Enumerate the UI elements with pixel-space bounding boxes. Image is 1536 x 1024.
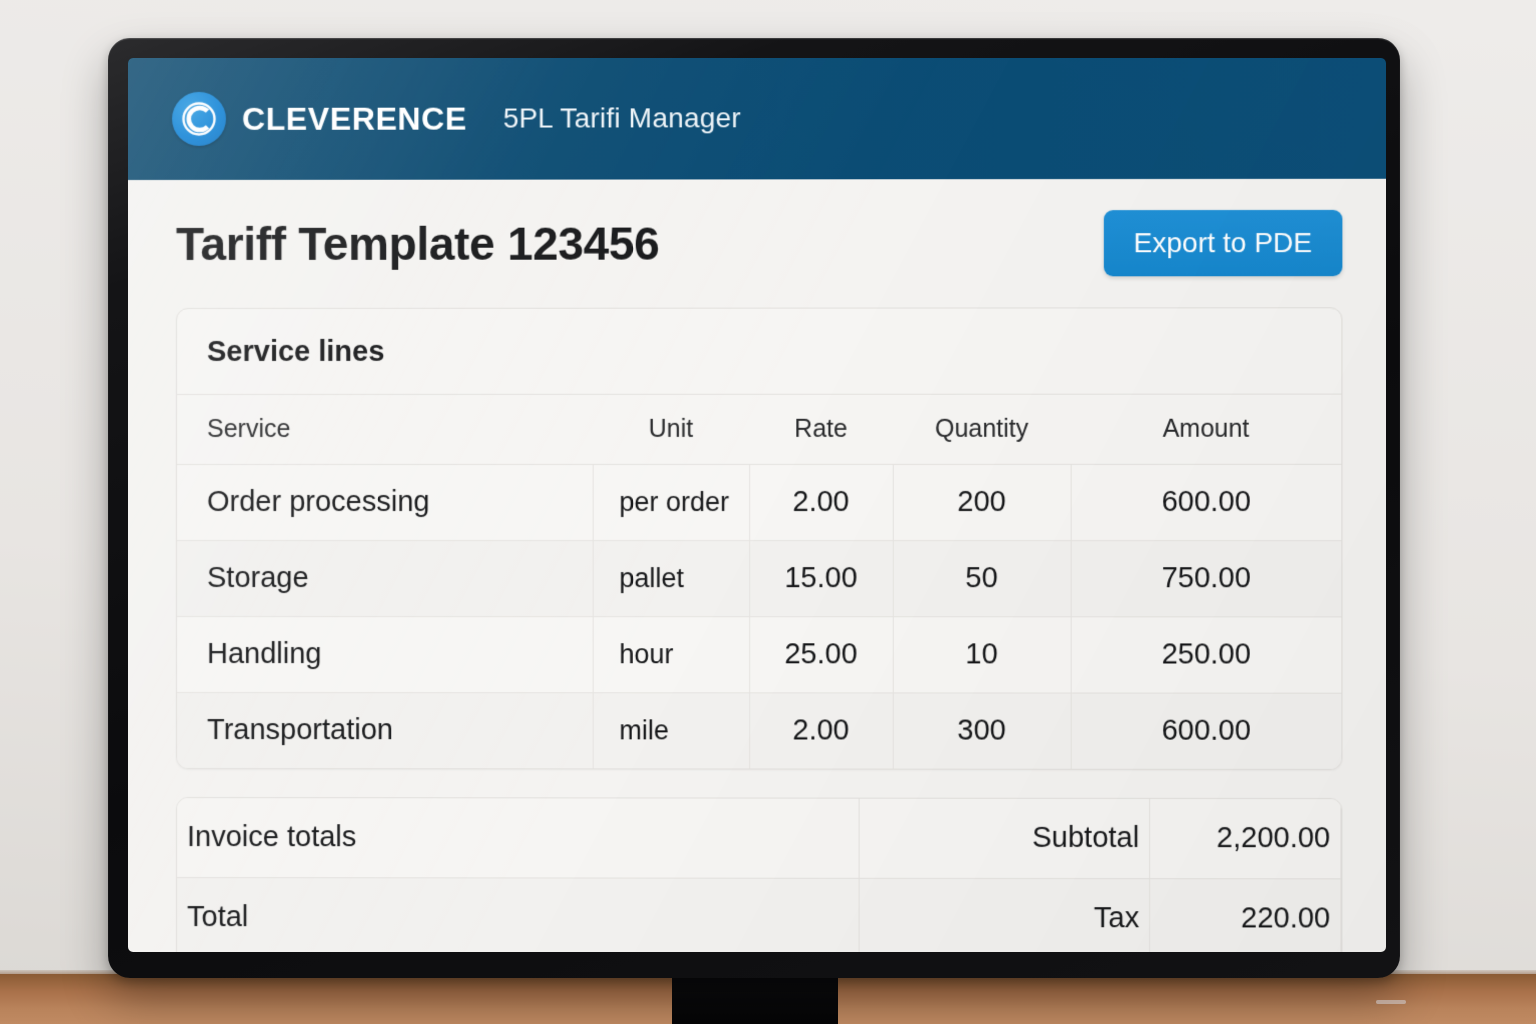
page-titlebar: Tariff Template 123456 Export to PDE bbox=[176, 179, 1343, 308]
brand[interactable]: CLEVERENCE bbox=[172, 91, 468, 146]
app-screen: CLEVERENCE 5PL Tarifi Manager Tariff Tem… bbox=[128, 58, 1386, 952]
service-lines-card: Service lines Service Unit Rate Qua bbox=[176, 307, 1343, 770]
cell-unit: mile bbox=[592, 692, 750, 769]
subtotal-label: Subtotal bbox=[858, 798, 1150, 879]
column-header-unit[interactable]: Unit bbox=[592, 394, 750, 465]
tax-label: Tax bbox=[858, 878, 1150, 952]
cell-amount: 250.00 bbox=[1070, 616, 1342, 694]
table-row[interactable]: Order processing per order 2.00 200 600.… bbox=[177, 464, 1342, 541]
invoice-totals-table: Invoice totals Subtotal 2,200.00 Total T… bbox=[177, 798, 1341, 952]
cell-rate: 15.00 bbox=[749, 540, 893, 617]
cell-quantity: 50 bbox=[892, 540, 1071, 617]
monitor-screen-area: CLEVERENCE 5PL Tarifi Manager Tariff Tem… bbox=[128, 58, 1386, 952]
column-header-amount[interactable]: Amount bbox=[1070, 394, 1342, 465]
table-row[interactable]: Transportation mile 2.00 300 600.00 bbox=[177, 692, 1342, 769]
service-lines-table: Service Unit Rate Quantity Amount Order … bbox=[177, 394, 1342, 769]
cell-unit: per order bbox=[592, 464, 750, 541]
page-body: Tariff Template 123456 Export to PDE Ser… bbox=[128, 178, 1386, 952]
cell-rate: 2.00 bbox=[749, 464, 893, 541]
cell-service: Order processing bbox=[177, 464, 593, 541]
monitor-power-indicator bbox=[1376, 1000, 1406, 1004]
cell-service: Transportation bbox=[177, 692, 593, 769]
subtotal-value: 2,200.00 bbox=[1149, 798, 1341, 879]
total-label-left: Total bbox=[177, 877, 859, 952]
column-header-rate[interactable]: Rate bbox=[749, 394, 893, 465]
table-header-row: Service Unit Rate Quantity Amount bbox=[177, 394, 1342, 465]
app-header: CLEVERENCE 5PL Tarifi Manager bbox=[128, 58, 1386, 180]
service-lines-table-body: Order processing per order 2.00 200 600.… bbox=[177, 464, 1342, 769]
service-lines-title: Service lines bbox=[177, 308, 1342, 395]
export-to-pdf-button[interactable]: Export to PDE bbox=[1103, 209, 1343, 277]
column-header-quantity[interactable]: Quantity bbox=[892, 394, 1071, 465]
cell-quantity: 300 bbox=[892, 692, 1071, 769]
cell-rate: 2.00 bbox=[749, 692, 893, 769]
totals-row-subtotal: Invoice totals Subtotal 2,200.00 bbox=[177, 798, 1341, 879]
cell-quantity: 200 bbox=[892, 464, 1071, 541]
monitor-bezel: CLEVERENCE 5PL Tarifi Manager Tariff Tem… bbox=[108, 38, 1406, 1004]
app-name: 5PL Tarifi Manager bbox=[503, 102, 741, 134]
cell-service: Storage bbox=[177, 540, 593, 617]
cell-quantity: 10 bbox=[892, 616, 1071, 694]
cleverence-c-logo-icon bbox=[172, 91, 227, 146]
cell-unit: pallet bbox=[592, 540, 750, 617]
cell-service: Handling bbox=[177, 616, 593, 693]
tax-value: 220.00 bbox=[1149, 878, 1341, 952]
page-title: Tariff Template 123456 bbox=[176, 217, 660, 270]
table-row[interactable]: Handling hour 25.00 10 250.00 bbox=[177, 616, 1342, 694]
cell-amount: 600.00 bbox=[1070, 693, 1342, 769]
cell-amount: 600.00 bbox=[1070, 464, 1342, 541]
invoice-totals-card: Invoice totals Subtotal 2,200.00 Total T… bbox=[176, 797, 1343, 952]
column-header-service[interactable]: Service bbox=[177, 394, 593, 465]
service-lines-table-head: Service Unit Rate Quantity Amount bbox=[177, 394, 1342, 465]
invoice-totals-label: Invoice totals bbox=[177, 798, 859, 879]
cell-rate: 25.00 bbox=[749, 616, 893, 693]
table-row[interactable]: Storage pallet 15.00 50 750.00 bbox=[177, 540, 1342, 617]
cell-amount: 750.00 bbox=[1070, 540, 1342, 617]
cell-unit: hour bbox=[592, 616, 750, 693]
totals-row-tax: Total Tax 220.00 bbox=[177, 877, 1341, 952]
brand-name: CLEVERENCE bbox=[242, 100, 468, 137]
